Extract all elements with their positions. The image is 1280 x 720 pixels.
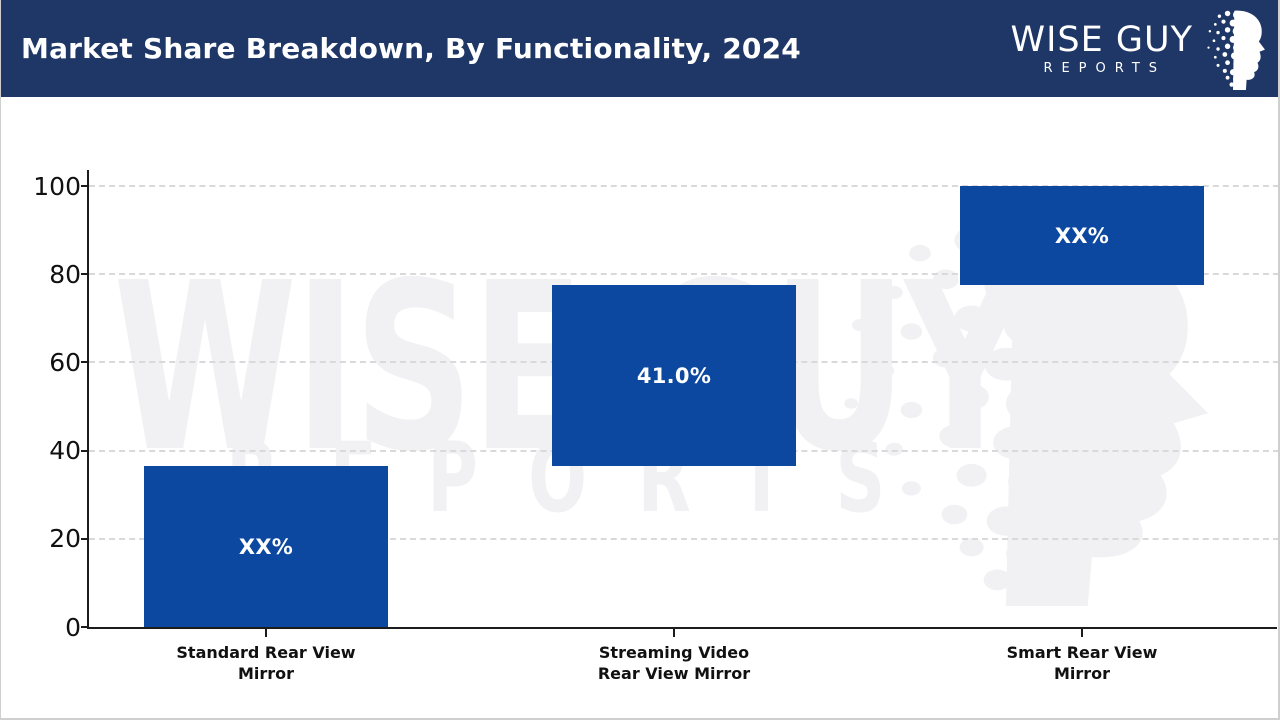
y-tick-mark bbox=[81, 449, 88, 452]
y-tick-mark bbox=[81, 185, 88, 187]
y-tick-label: 40 bbox=[49, 436, 81, 466]
y-tick-label: 0 bbox=[65, 612, 81, 642]
x-axis-label: Smart Rear View Mirror bbox=[1006, 643, 1158, 683]
x-axis-line bbox=[87, 627, 1277, 629]
bar-segment: XX% bbox=[960, 186, 1204, 286]
bar-segment: XX% bbox=[144, 466, 388, 627]
bar-value-label: 41.0% bbox=[636, 363, 712, 388]
x-axis-label: Standard Rear View Mirror bbox=[176, 643, 356, 683]
y-axis-line bbox=[87, 170, 89, 629]
brand-logo-text: WISE GUY REPORTS bbox=[1010, 19, 1193, 76]
y-gridline bbox=[89, 537, 1278, 540]
bar-value-label: XX% bbox=[238, 534, 294, 559]
y-tick-mark bbox=[81, 273, 88, 276]
y-tick-label: 60 bbox=[49, 347, 81, 377]
y-tick-mark bbox=[81, 626, 88, 628]
logo-face-icon bbox=[1207, 10, 1265, 90]
x-tick-mark bbox=[1081, 629, 1083, 637]
y-gridline bbox=[89, 273, 1278, 276]
brand-logo: WISE GUY REPORTS bbox=[1010, 8, 1267, 90]
y-tick-label: 100 bbox=[33, 171, 81, 201]
y-tick-label: 80 bbox=[49, 259, 81, 289]
bar-segment: 41.0% bbox=[552, 285, 796, 467]
x-tick-mark bbox=[265, 629, 267, 637]
x-axis-label: Streaming Video Rear View Mirror bbox=[597, 643, 751, 683]
logo-wordmark: WISE GUY bbox=[1010, 19, 1193, 60]
y-tick-mark bbox=[81, 361, 88, 364]
bar-value-label: XX% bbox=[1054, 223, 1110, 248]
logo-subtitle: REPORTS bbox=[1043, 60, 1167, 76]
page-title: Market Share Breakdown, By Functionality… bbox=[21, 32, 801, 65]
y-tick-mark bbox=[81, 537, 88, 540]
header-bar: Market Share Breakdown, By Functionality… bbox=[1, 0, 1278, 97]
y-gridline bbox=[89, 185, 1278, 187]
x-tick-mark bbox=[673, 629, 675, 637]
y-tick-label: 20 bbox=[49, 524, 81, 554]
